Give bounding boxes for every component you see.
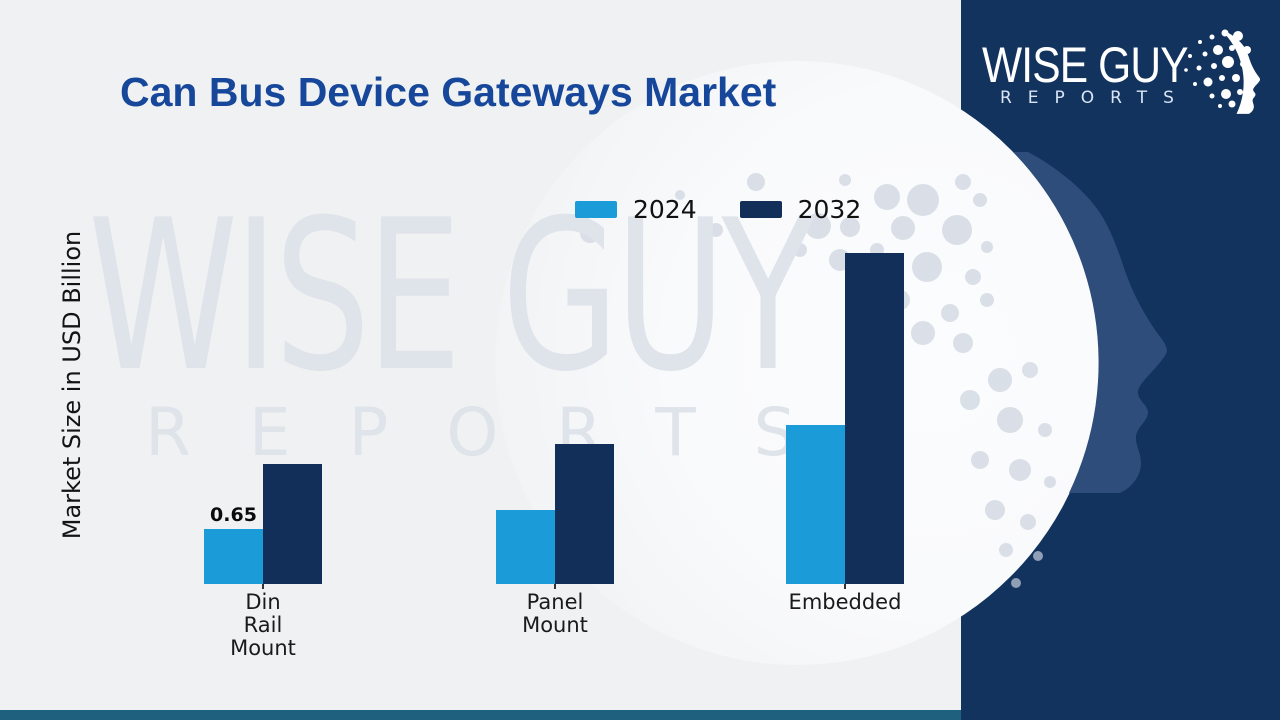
legend-swatch-2032 [739, 201, 782, 218]
brand-logo: WISE GUY REPORTS [982, 37, 1224, 108]
category-label-din-rail-mount: Din Rail Mount [230, 590, 296, 660]
legend-swatch-2024 [575, 201, 617, 218]
legend-label-2024: 2024 [633, 195, 697, 224]
legend-item-2032: 2032 [739, 195, 862, 224]
head-disc [495, 61, 1099, 665]
chart-title: Can Bus Device Gateways Market [120, 69, 777, 116]
chart-legend: 2024 2032 [575, 195, 861, 224]
bar-panel-mount-2032 [555, 444, 614, 584]
bar-embedded-2024 [786, 425, 845, 584]
x-axis-tick [844, 584, 846, 589]
legend-label-2032: 2032 [797, 195, 862, 224]
category-label-embedded: Embedded [788, 590, 902, 614]
bar-din-rail-mount-2032 [263, 464, 322, 584]
legend-item-2024: 2024 [575, 195, 697, 224]
x-axis-tick [262, 584, 264, 589]
bottom-accent-strip [0, 710, 961, 720]
bar-din-rail-mount-2024 [204, 529, 263, 584]
logo-wiseguy-text: WISE GUY [982, 37, 1189, 93]
bar-value-label: 0.65 [210, 504, 257, 526]
logo-reports-text: REPORTS [1000, 88, 1190, 108]
bar-panel-mount-2024 [496, 510, 555, 584]
bar-embedded-2032 [845, 253, 904, 584]
logo-dots-icon [1184, 29, 1251, 108]
x-axis-tick [554, 584, 556, 589]
category-label-panel-mount: Panel Mount [522, 590, 588, 637]
